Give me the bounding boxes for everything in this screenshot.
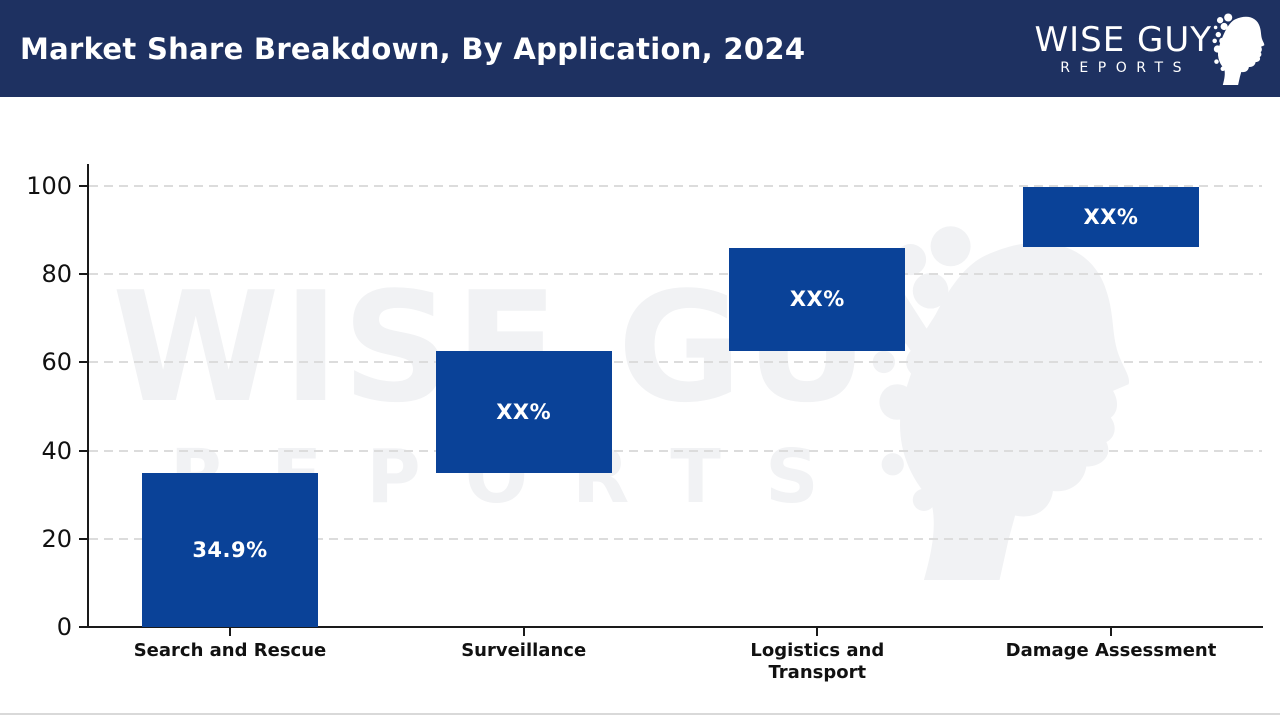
y-tick-label: 60: [41, 348, 72, 377]
x-tick-mark: [1110, 628, 1112, 636]
y-tick-mark: [79, 184, 87, 187]
bar: XX%: [729, 247, 906, 351]
y-tick-label: 0: [56, 613, 72, 641]
y-tick-label: 20: [41, 524, 72, 553]
chart-title: Market Share Breakdown, By Application, …: [20, 31, 806, 66]
x-tick-label: Damage Assessment: [1005, 640, 1217, 661]
y-tick-label: 100: [26, 171, 72, 200]
bar-value-label: XX%: [789, 287, 845, 312]
x-tick-mark: [522, 628, 525, 636]
gridline: [89, 449, 1262, 452]
x-tick-mark: [816, 628, 819, 636]
x-tick-label: Search and Rescue: [133, 640, 327, 661]
x-axis-line: [87, 626, 1263, 628]
gridline: [89, 184, 1262, 187]
brand-logo-line1: WISE GUY: [1034, 19, 1212, 60]
y-axis-line: [87, 164, 89, 628]
head-logo-icon: [1212, 12, 1265, 85]
gridline: [89, 537, 1262, 540]
header-bar: Market Share Breakdown, By Application, …: [0, 0, 1280, 97]
x-tick-mark: [229, 628, 231, 636]
y-tick-mark: [79, 361, 87, 364]
bar-value-label: 34.9%: [192, 537, 268, 562]
bar-value-label: XX%: [1083, 204, 1139, 229]
bar-value-label: XX%: [496, 399, 552, 424]
brand-logo-line2: REPORTS: [1060, 59, 1192, 76]
brand-logo: WISE GUY REPORTS: [1034, 12, 1266, 86]
bar: XX%: [435, 350, 612, 473]
y-tick-mark: [79, 273, 87, 275]
gridline: [89, 361, 1262, 364]
y-tick-label: 40: [41, 436, 72, 465]
x-tick-label: Surveillance: [461, 640, 587, 661]
bar: 34.9%: [142, 473, 318, 627]
y-tick-label: 80: [41, 260, 72, 288]
gridline: [89, 273, 1262, 275]
y-tick-mark: [79, 449, 87, 452]
x-tick-label: Logistics and Transport: [750, 640, 885, 683]
bottom-divider: [0, 713, 1280, 715]
brand-logo-text: WISE GUY REPORTS: [1034, 23, 1212, 75]
y-tick-mark: [79, 537, 87, 540]
y-tick-mark: [79, 626, 87, 628]
bar: XX%: [1023, 186, 1199, 248]
